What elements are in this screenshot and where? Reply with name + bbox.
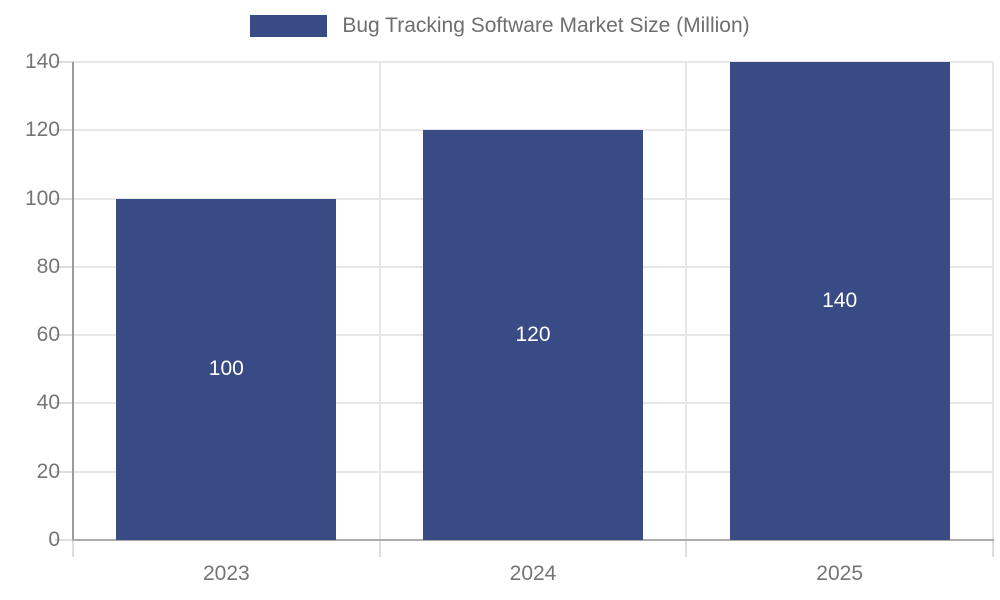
- category-gridline: [378, 62, 381, 540]
- category-gridline: [992, 62, 994, 540]
- bar-value-label: 140: [822, 289, 858, 312]
- y-tick-label: 0: [48, 528, 60, 551]
- x-tick-mark: [992, 540, 994, 557]
- x-tick-label: 2025: [816, 562, 864, 585]
- y-tick-mark: [55, 470, 73, 473]
- y-tick-label: 120: [24, 118, 60, 142]
- y-tick-mark: [55, 265, 73, 268]
- y-tick-mark: [55, 334, 73, 337]
- bar-value-label: 120: [515, 323, 551, 347]
- y-tick-label: 40: [36, 391, 60, 415]
- y-gridline: [73, 61, 993, 63]
- y-tick-mark: [55, 539, 73, 541]
- y-tick-mark: [55, 129, 73, 132]
- y-tick-label: 20: [36, 459, 60, 483]
- bar: [729, 62, 950, 540]
- bar-value-label: 100: [208, 357, 244, 381]
- x-tick-mark: [72, 540, 74, 557]
- y-tick-mark: [55, 61, 73, 63]
- bar: [423, 130, 643, 540]
- category-gridline: [685, 62, 688, 540]
- x-tick-label: 2024: [509, 562, 557, 585]
- y-tick-mark: [55, 402, 73, 405]
- x-tick-mark: [378, 540, 381, 557]
- x-tick-label: 2023: [202, 562, 250, 585]
- y-tick-label: 80: [36, 254, 60, 278]
- x-tick-mark: [685, 540, 688, 557]
- x-axis-line: [72, 539, 994, 541]
- y-tick-label: 100: [24, 186, 60, 210]
- y-tick-label: 60: [36, 323, 60, 347]
- y-axis-line: [72, 62, 74, 540]
- y-tick-label: 140: [24, 50, 60, 73]
- bar: [116, 198, 337, 540]
- y-tick-mark: [55, 197, 73, 200]
